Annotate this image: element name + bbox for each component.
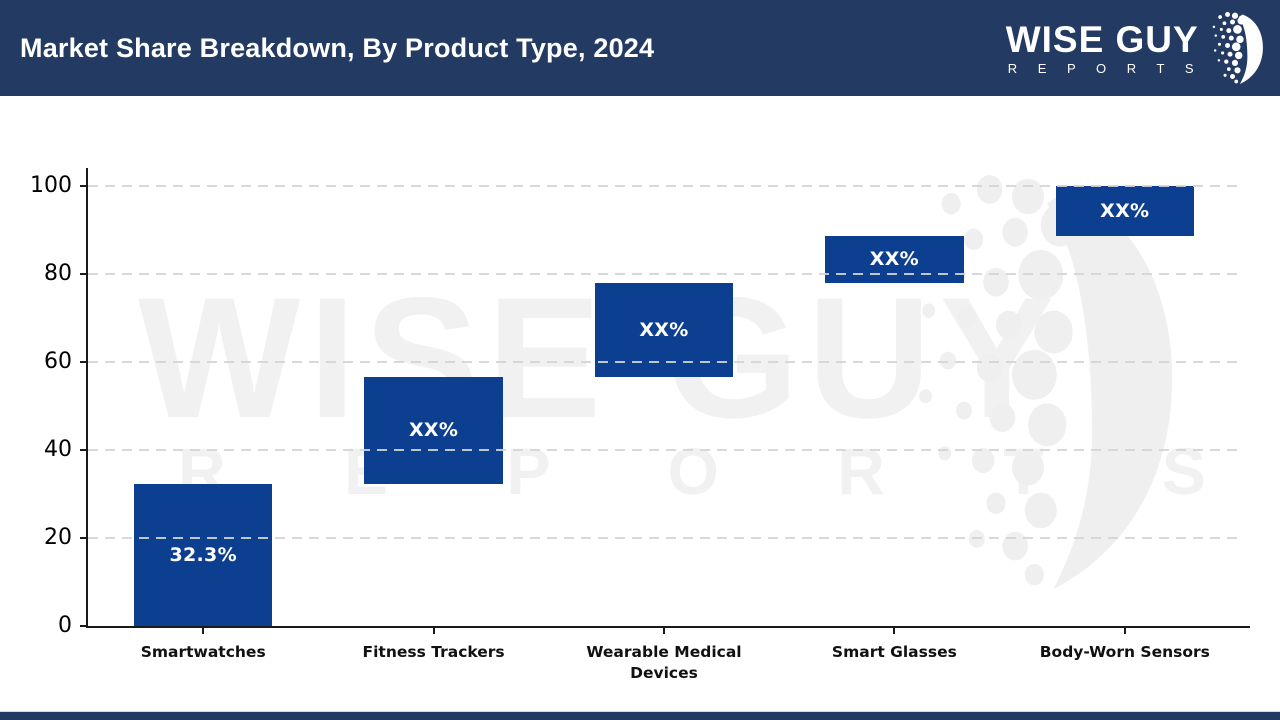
gridline-60	[88, 360, 1240, 363]
y-tick-mark-20	[80, 536, 88, 539]
y-tick-label-20: 20	[44, 524, 72, 550]
bar-body-worn-sensors: XX%	[1055, 185, 1194, 236]
x-category-label-body-worn-sensors: Body-Worn Sensors	[1039, 643, 1210, 661]
dotted-head-logo-icon	[1212, 12, 1263, 84]
logo-text: WISE GUY R E P O R T S	[1006, 21, 1202, 76]
bar-value-label-smartwatches: 32.3%	[169, 543, 237, 566]
plot-area: 0 20 40 60 80 100 32.3% Smartwatches XX% Fitness …	[30, 168, 1250, 682]
x-tick-mark-smartwatches	[202, 626, 205, 634]
gridline-80	[88, 272, 1240, 275]
footer-bar	[0, 712, 1280, 720]
x-tick-mark-body-worn-sensors	[1123, 626, 1126, 634]
y-tick-label-40: 40	[44, 436, 72, 462]
y-tick-label-100: 100	[30, 172, 72, 198]
footer-hairline	[0, 711, 1280, 712]
y-tick-mark-60	[80, 360, 88, 363]
y-tick-mark-0	[80, 625, 88, 627]
logo: WISE GUY R E P O R T S	[1006, 6, 1266, 90]
bar-value-label-fitness-trackers: XX%	[408, 419, 459, 442]
x-category-label-smartwatches: Smartwatches	[140, 643, 266, 661]
x-category-label-fitness-trackers: Fitness Trackers	[362, 643, 505, 661]
y-tick-mark-40	[80, 448, 88, 451]
y-tick-mark-80	[80, 272, 88, 275]
x-category-label-smart-glasses: Smart Glasses	[831, 643, 957, 661]
bar-value-label-smart-glasses: XX%	[869, 248, 919, 271]
gridline-20	[88, 536, 1240, 539]
x-category-label-wearable-medical-devices: Wearable Medical Devices	[586, 643, 742, 682]
bar-fitness-trackers: XX%	[364, 377, 503, 484]
x-tick-mark-wearable-medical-devices	[663, 626, 665, 634]
gridline-40	[88, 448, 1240, 451]
gridline-100	[88, 184, 1240, 187]
y-tick-label-80: 80	[44, 260, 72, 286]
x-axis-line	[86, 626, 1250, 628]
page-title: Market Share Breakdown, By Product Type,…	[20, 32, 655, 63]
x-tick-mark-fitness-trackers	[432, 626, 435, 634]
bar-value-label-body-worn-sensors: XX%	[1100, 199, 1150, 222]
bar-smart-glasses: XX%	[825, 235, 964, 283]
y-tick-mark-100	[80, 184, 88, 187]
bar-smartwatches: 32.3%	[134, 483, 273, 626]
logo-wordmark: WISE GUY	[1005, 18, 1199, 60]
bar-value-label-wearable-medical-devices: XX%	[639, 318, 689, 341]
logo-subtitle: R E P O R T S	[1007, 60, 1202, 76]
header: Market Share Breakdown, By Product Type,…	[0, 0, 1280, 96]
bar-wearable-medical-devices: XX%	[594, 282, 734, 378]
x-tick-mark-smart-glasses	[893, 626, 896, 634]
y-tick-label-60: 60	[44, 348, 72, 374]
y-tick-label-0: 0	[58, 613, 72, 638]
y-axis-line	[86, 168, 88, 628]
